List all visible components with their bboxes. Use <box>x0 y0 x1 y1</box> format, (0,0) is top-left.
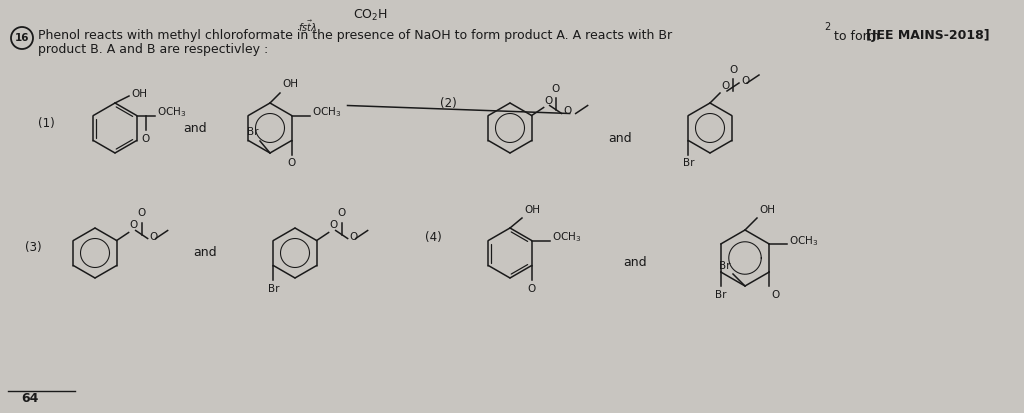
Text: (4): (4) <box>425 232 441 244</box>
Text: OCH$_3$: OCH$_3$ <box>311 106 341 119</box>
Text: O: O <box>563 107 571 116</box>
Text: O: O <box>288 159 296 169</box>
Text: OH: OH <box>524 205 540 215</box>
Text: O: O <box>338 209 346 218</box>
Text: 64: 64 <box>22 392 39 406</box>
Text: Br: Br <box>267 283 280 294</box>
Text: OH: OH <box>759 205 775 215</box>
Text: O: O <box>150 232 158 242</box>
Text: OCH$_3$: OCH$_3$ <box>157 106 186 119</box>
Text: O: O <box>349 232 358 242</box>
Text: Br: Br <box>683 159 694 169</box>
Text: Phenol reacts with methyl chloroformate in the presence of NaOH to form product : Phenol reacts with methyl chloroformate … <box>38 29 672 43</box>
Text: O: O <box>130 221 138 230</box>
Text: CO$_2$H: CO$_2$H <box>352 8 387 23</box>
Text: OH: OH <box>131 89 147 99</box>
Text: product B. A and B are respectivley :: product B. A and B are respectivley : <box>38 43 268 57</box>
Text: O: O <box>771 290 779 300</box>
Text: O: O <box>729 65 737 75</box>
Text: O: O <box>330 221 338 230</box>
Text: OH: OH <box>282 79 298 89</box>
Text: $\mathit{fs}$$\vec{t}$$\lambda$: $\mathit{fs}$$\vec{t}$$\lambda$ <box>298 18 317 34</box>
Text: O: O <box>721 81 729 91</box>
Text: (1): (1) <box>38 116 54 130</box>
Text: and: and <box>608 131 632 145</box>
Text: 2: 2 <box>824 22 830 32</box>
Text: 16: 16 <box>14 33 30 43</box>
Text: O: O <box>552 83 560 93</box>
Text: (3): (3) <box>25 242 42 254</box>
Text: O: O <box>141 133 150 143</box>
Text: O: O <box>741 76 750 86</box>
Text: O: O <box>527 283 536 294</box>
Text: Br: Br <box>715 290 726 300</box>
Text: to form: to form <box>830 29 880 43</box>
Text: OCH$_3$: OCH$_3$ <box>552 230 581 244</box>
Text: O: O <box>545 95 553 105</box>
Text: OCH$_3$: OCH$_3$ <box>790 234 818 248</box>
Text: and: and <box>183 121 207 135</box>
Text: Br: Br <box>247 127 258 137</box>
Text: Br: Br <box>719 261 730 271</box>
Text: and: and <box>624 256 647 270</box>
Text: and: and <box>194 247 217 259</box>
Text: [JEE MAINS-2018]: [JEE MAINS-2018] <box>866 29 990 43</box>
Text: (2): (2) <box>440 97 457 109</box>
Text: O: O <box>137 209 145 218</box>
